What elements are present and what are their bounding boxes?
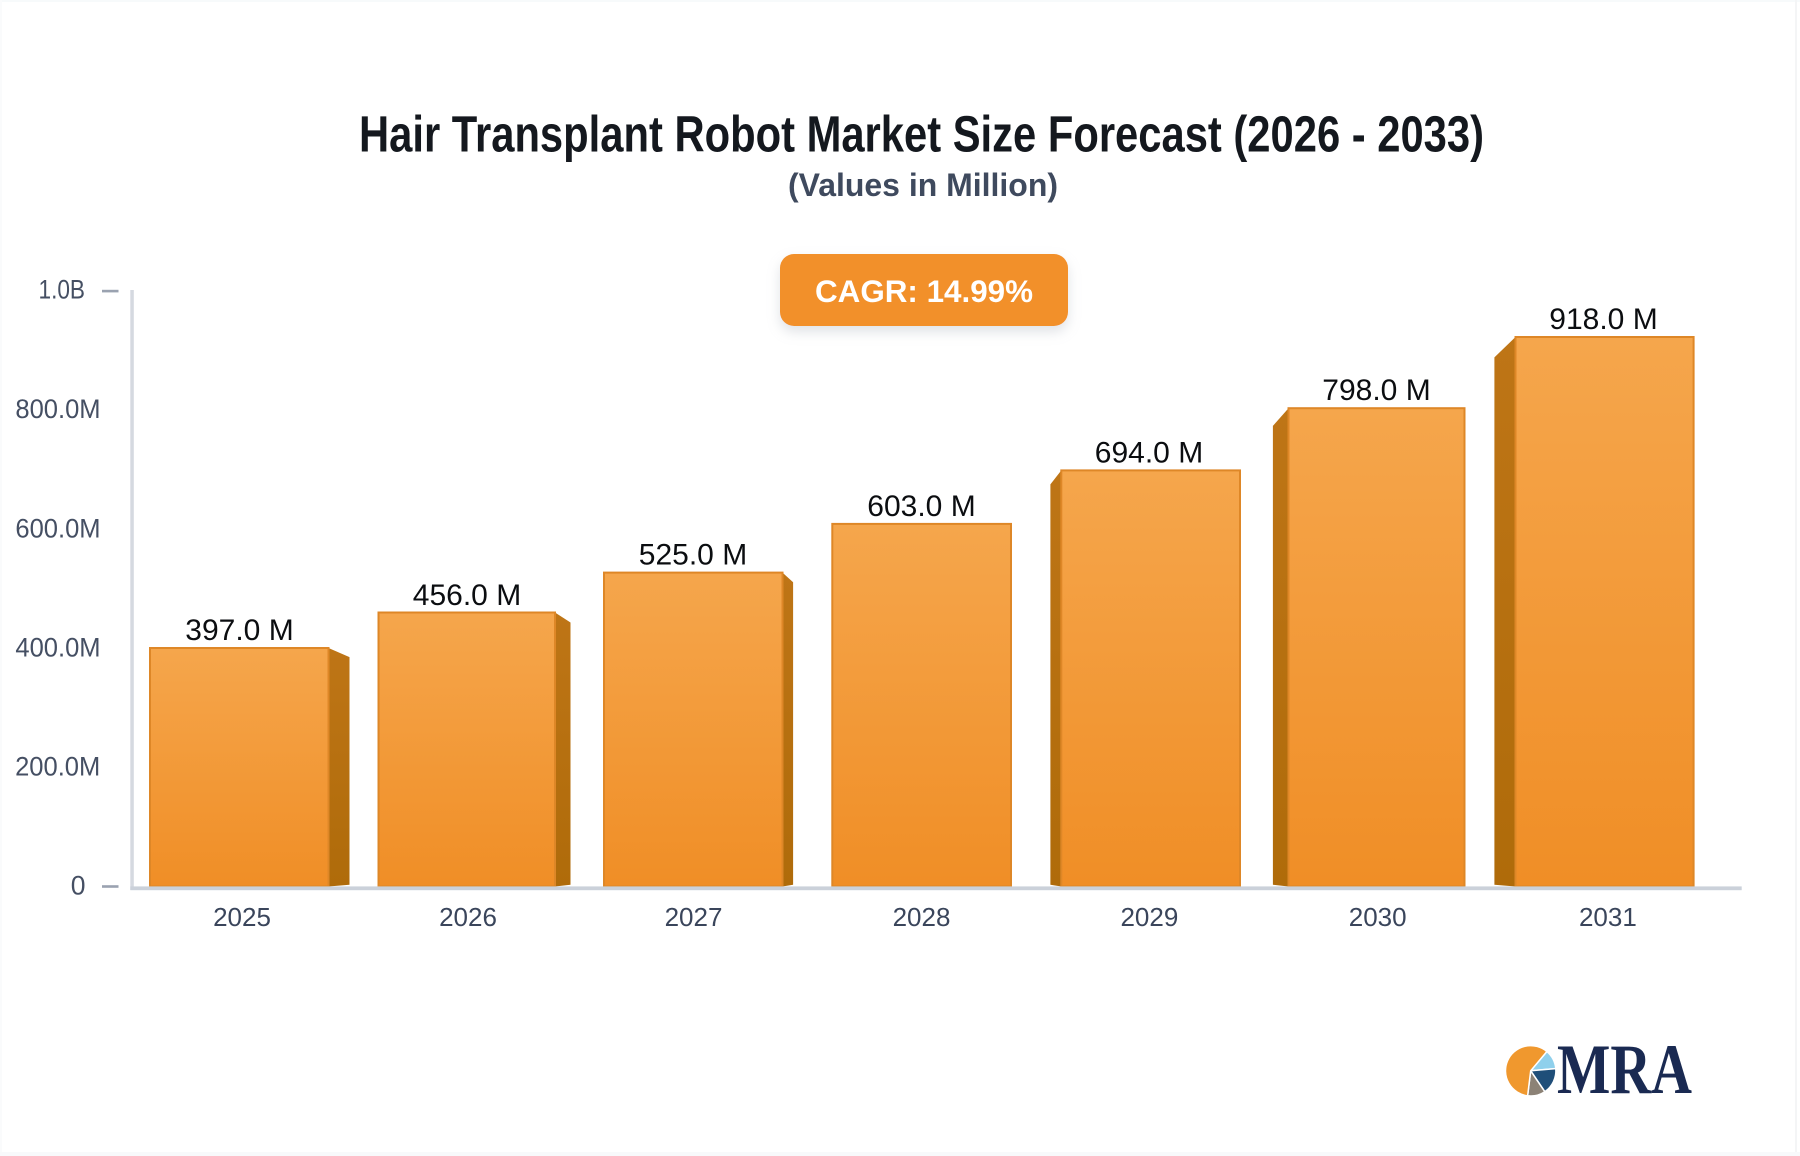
svg-text:CAGR: 14.99%: CAGR: 14.99%: [815, 273, 1033, 309]
svg-text:400.0M: 400.0M: [15, 632, 100, 662]
svg-text:2029: 2029: [1120, 902, 1178, 932]
svg-text:694.0 M: 694.0 M: [1095, 437, 1203, 470]
svg-text:1.0B: 1.0B: [39, 274, 86, 304]
svg-text:918.0 M: 918.0 M: [1549, 303, 1657, 336]
svg-text:798.0 M: 798.0 M: [1322, 374, 1430, 407]
svg-text:2028: 2028: [893, 902, 951, 932]
svg-text:603.0 M: 603.0 M: [867, 490, 975, 523]
svg-text:600.0M: 600.0M: [15, 513, 100, 543]
svg-text:2031: 2031: [1579, 902, 1637, 932]
svg-text:525.0 M: 525.0 M: [639, 539, 747, 572]
svg-text:800.0M: 800.0M: [15, 394, 100, 424]
svg-text:397.0 M: 397.0 M: [185, 614, 293, 647]
svg-text:2025: 2025: [213, 902, 271, 932]
svg-text:MRA: MRA: [1557, 1031, 1692, 1109]
svg-text:2030: 2030: [1349, 902, 1407, 932]
svg-text:2027: 2027: [665, 902, 723, 932]
svg-text:0: 0: [71, 870, 86, 900]
svg-text:2026: 2026: [439, 902, 497, 932]
svg-text:200.0M: 200.0M: [15, 751, 100, 781]
svg-text:Hair Transplant Robot Market S: Hair Transplant Robot Market Size Foreca…: [359, 106, 1484, 163]
svg-text:456.0 M: 456.0 M: [413, 579, 521, 612]
svg-text:(Values in Million): (Values in Million): [788, 167, 1058, 203]
